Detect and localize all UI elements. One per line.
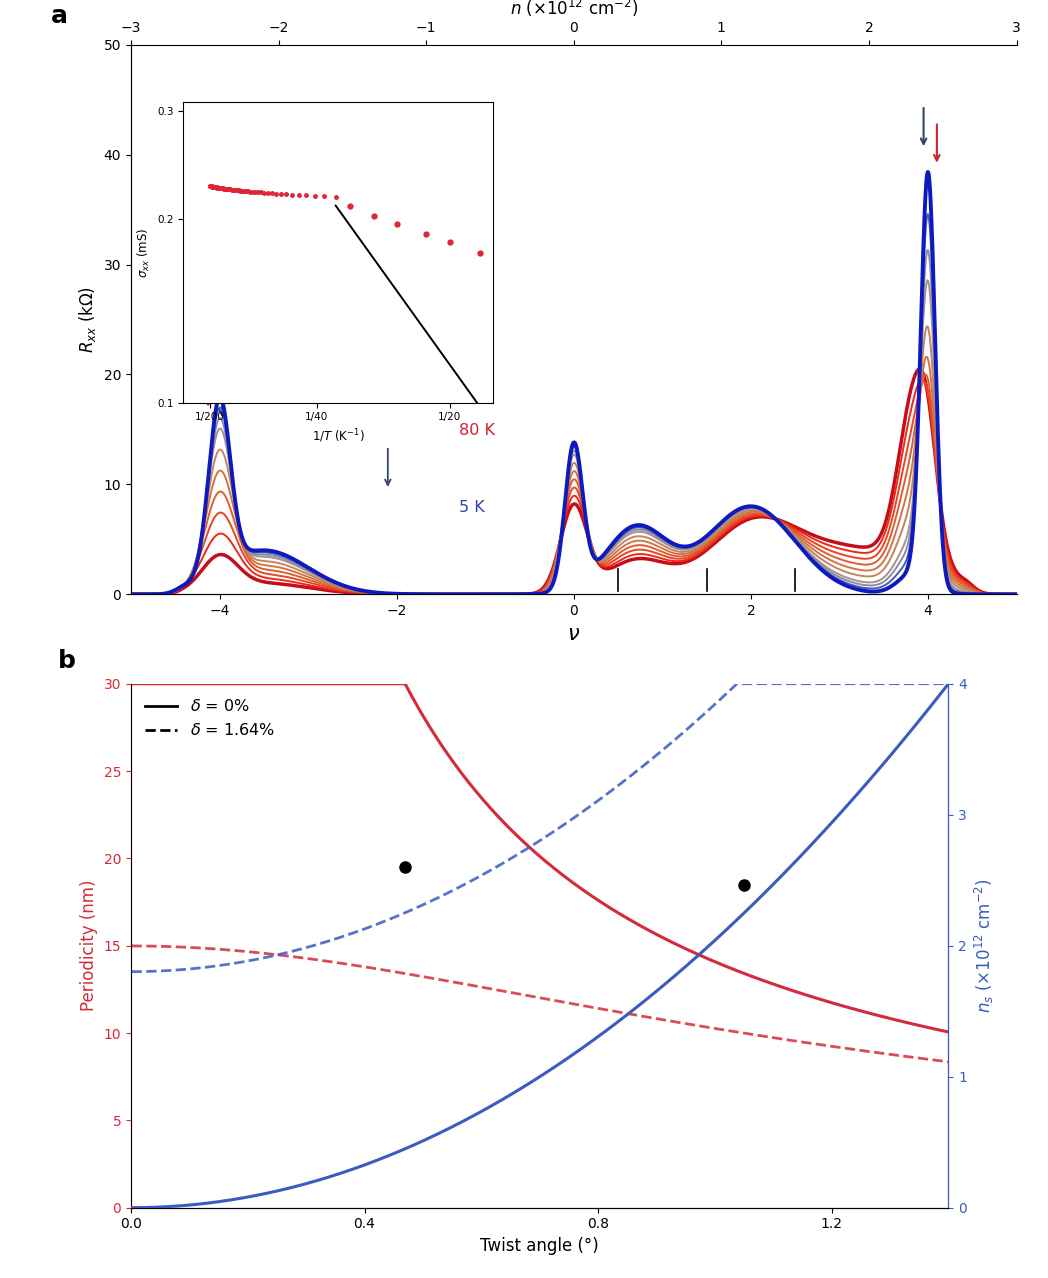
- Y-axis label: Periodicity (nm): Periodicity (nm): [80, 881, 99, 1011]
- Text: 80 K: 80 K: [459, 423, 495, 438]
- Text: 5 K: 5 K: [459, 500, 484, 515]
- Y-axis label: $\sigma_{xx}$ (mS): $\sigma_{xx}$ (mS): [135, 227, 152, 277]
- Text: a: a: [51, 4, 68, 28]
- Y-axis label: $n_s$ ($\times$10$^{12}$ cm$^{-2}$): $n_s$ ($\times$10$^{12}$ cm$^{-2}$): [973, 878, 996, 1013]
- X-axis label: $\nu$: $\nu$: [567, 624, 581, 644]
- X-axis label: $1/T$ (K$^{-1}$): $1/T$ (K$^{-1}$): [311, 428, 365, 446]
- Legend: $\delta$ = 0%, $\delta$ = 1.64%: $\delta$ = 0%, $\delta$ = 1.64%: [139, 691, 282, 745]
- X-axis label: Twist angle (°): Twist angle (°): [480, 1237, 599, 1255]
- Text: b: b: [58, 649, 75, 674]
- Y-axis label: $R_{xx}$ (k$\Omega$): $R_{xx}$ (k$\Omega$): [78, 286, 99, 353]
- X-axis label: $n$ ($\times$10$^{12}$ cm$^{-2}$): $n$ ($\times$10$^{12}$ cm$^{-2}$): [509, 0, 638, 19]
